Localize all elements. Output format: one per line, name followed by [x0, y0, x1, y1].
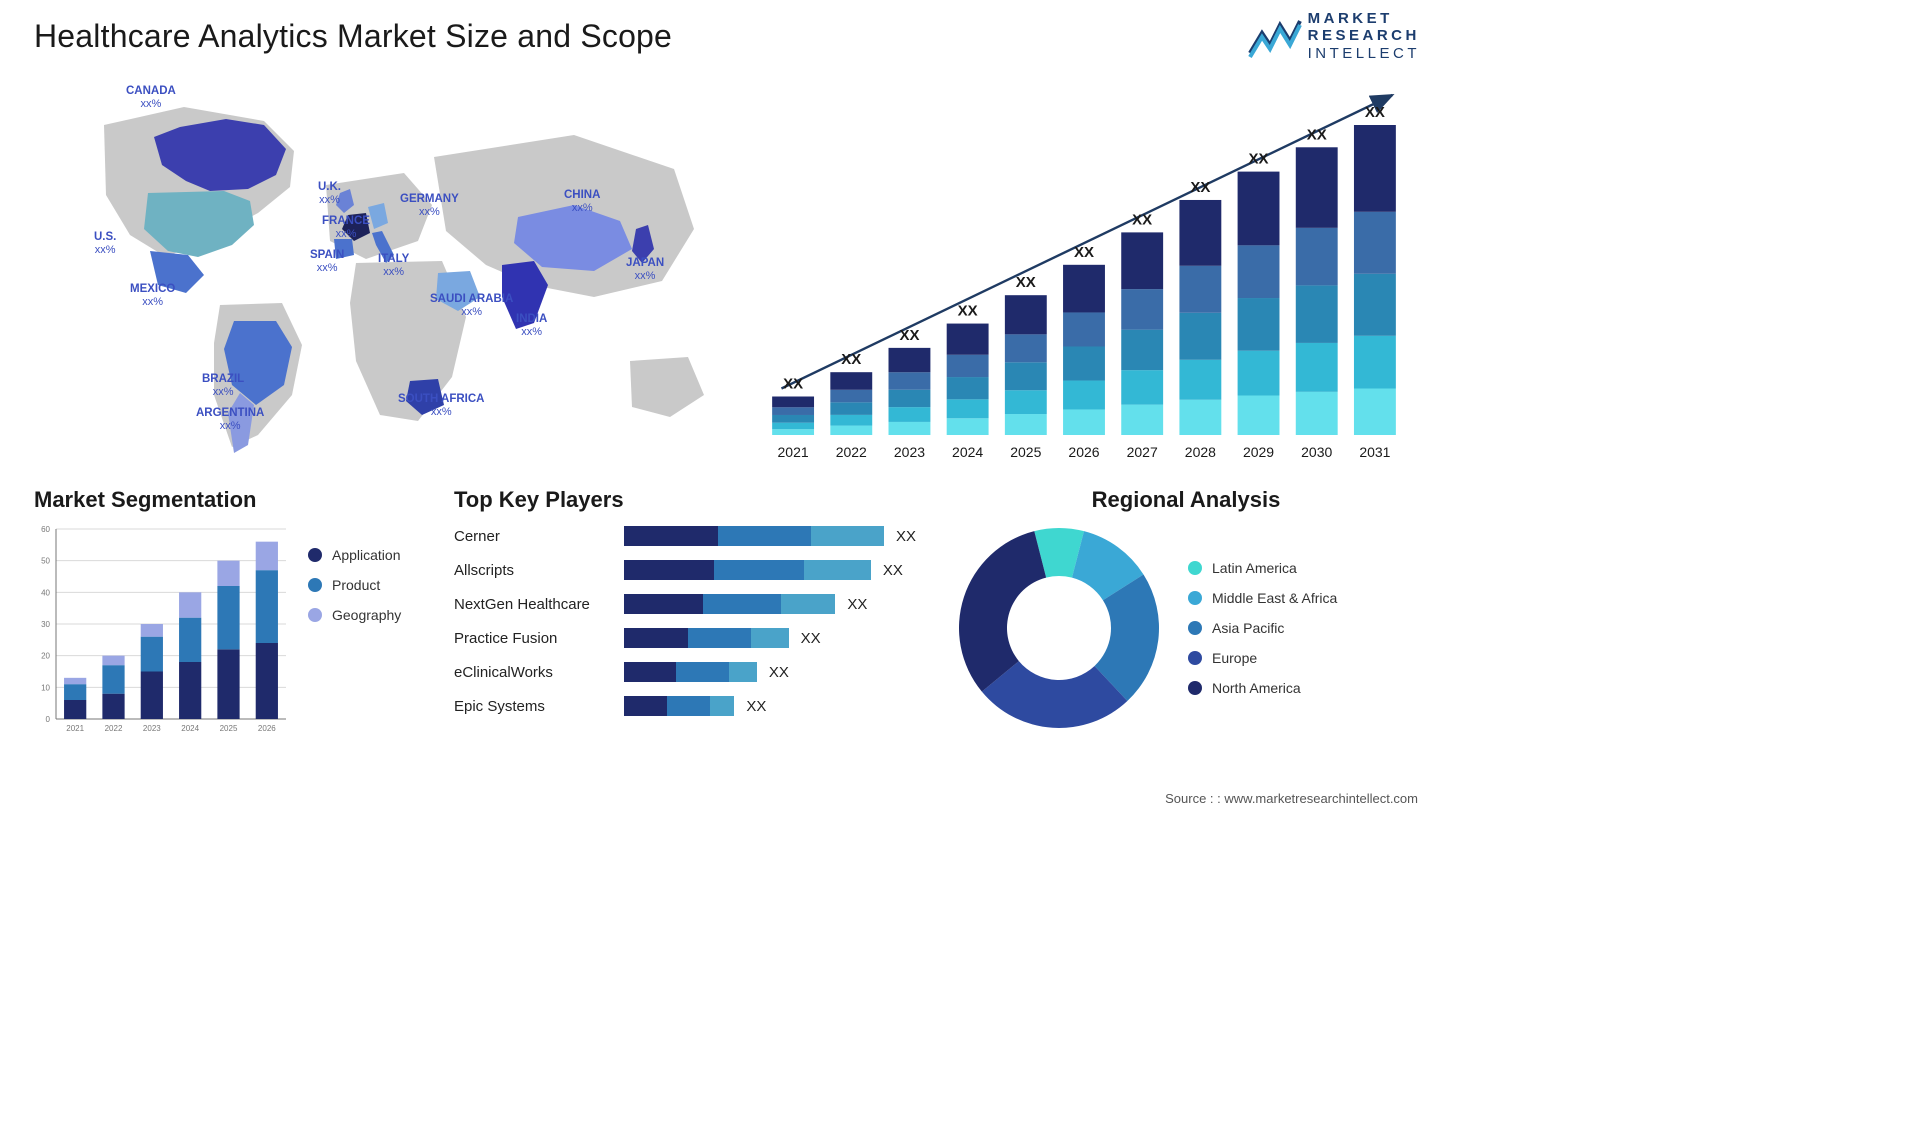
segmentation-chart: 0 10 20 30 40 50 60 2021 2022 2023 2024 2025 2026	[34, 523, 294, 743]
regional-donut	[954, 523, 1164, 733]
svg-text:2029: 2029	[1243, 444, 1274, 460]
brand-logo: MARKET RESEARCH INTELLECT	[1248, 10, 1420, 62]
regional-legend-item: Europe	[1188, 650, 1337, 666]
map-label-canada: CANADAxx%	[126, 85, 176, 110]
page-title: Healthcare Analytics Market Size and Sco…	[34, 18, 1418, 55]
player-row: Allscripts XX	[454, 557, 954, 583]
player-bar	[624, 594, 884, 614]
svg-text:2022: 2022	[105, 724, 123, 733]
svg-text:2022: 2022	[836, 444, 867, 460]
player-bar	[624, 662, 884, 682]
player-name: NextGen Healthcare	[454, 596, 624, 613]
map-label-argentina: ARGENTINAxx%	[196, 407, 264, 432]
player-value: XX	[883, 562, 903, 579]
player-row: Cerner XX	[454, 523, 954, 549]
svg-text:20: 20	[41, 652, 50, 661]
map-label-germany: GERMANYxx%	[400, 193, 459, 218]
player-row: Epic Systems XX	[454, 693, 954, 719]
map-label-china: CHINAxx%	[564, 189, 600, 214]
map-label-india: INDIAxx%	[516, 313, 547, 338]
svg-text:XX: XX	[1365, 104, 1385, 121]
map-label-italy: ITALYxx%	[378, 253, 409, 278]
svg-text:2026: 2026	[1068, 444, 1099, 460]
market-size-chart: XX 2021 XX 2022 XX 2023 XX 2024 XX 2025 XX 2026 XX 20…	[754, 65, 1418, 465]
svg-text:2025: 2025	[220, 724, 238, 733]
svg-text:XX: XX	[841, 351, 861, 368]
svg-text:XX: XX	[899, 327, 919, 344]
map-label-u-s-: U.S.xx%	[94, 231, 116, 256]
svg-text:2026: 2026	[258, 724, 276, 733]
svg-text:2024: 2024	[181, 724, 199, 733]
player-name: Cerner	[454, 528, 624, 545]
svg-text:XX: XX	[1132, 211, 1152, 228]
segmentation-legend: Application Product Geography	[308, 547, 401, 743]
map-label-france: FRANCExx%	[322, 215, 370, 240]
svg-text:XX: XX	[1074, 244, 1094, 261]
logo-mark-icon	[1248, 11, 1302, 61]
regional-legend-item: Latin America	[1188, 560, 1337, 576]
logo-line3: INTELLECT	[1308, 45, 1420, 62]
players-list: Cerner XX Allscripts XX NextGen Healthcare XX…	[454, 523, 954, 719]
svg-text:10: 10	[41, 683, 50, 692]
svg-text:2028: 2028	[1185, 444, 1216, 460]
player-row: Practice Fusion XX	[454, 625, 954, 651]
segmentation-title: Market Segmentation	[34, 487, 454, 513]
svg-text:60: 60	[41, 525, 50, 534]
svg-text:XX: XX	[783, 376, 803, 393]
svg-text:2030: 2030	[1301, 444, 1332, 460]
regional-legend-item: Middle East & Africa	[1188, 590, 1337, 606]
logo-line1: MARKET	[1308, 10, 1420, 27]
svg-text:2023: 2023	[894, 444, 925, 460]
player-value: XX	[801, 630, 821, 647]
regional-legend-item: Asia Pacific	[1188, 620, 1337, 636]
player-value: XX	[847, 596, 867, 613]
regional-title: Regional Analysis	[954, 487, 1418, 513]
map-label-south-africa: SOUTH AFRICAxx%	[398, 393, 484, 418]
player-row: NextGen Healthcare XX	[454, 591, 954, 617]
svg-text:2025: 2025	[1010, 444, 1041, 460]
player-name: Epic Systems	[454, 698, 624, 715]
svg-text:2023: 2023	[143, 724, 161, 733]
source-label: Source : : www.marketresearchintellect.c…	[1165, 791, 1418, 806]
svg-text:2021: 2021	[778, 444, 809, 460]
svg-text:2021: 2021	[66, 724, 84, 733]
logo-line2: RESEARCH	[1308, 27, 1420, 44]
svg-text:0: 0	[46, 715, 51, 724]
svg-text:50: 50	[41, 557, 50, 566]
svg-text:XX: XX	[1016, 274, 1036, 291]
player-bar	[624, 526, 884, 546]
map-label-brazil: BRAZILxx%	[202, 373, 244, 398]
svg-text:XX: XX	[958, 303, 978, 320]
svg-text:30: 30	[41, 620, 50, 629]
seg-legend-item: Product	[308, 577, 401, 593]
player-name: Practice Fusion	[454, 630, 624, 647]
svg-text:2027: 2027	[1127, 444, 1158, 460]
svg-text:XX: XX	[1249, 151, 1269, 168]
map-label-u-k-: U.K.xx%	[318, 181, 341, 206]
player-row: eClinicalWorks XX	[454, 659, 954, 685]
player-bar	[624, 628, 884, 648]
player-name: eClinicalWorks	[454, 664, 624, 681]
map-label-mexico: MEXICOxx%	[130, 283, 175, 308]
player-bar	[624, 560, 884, 580]
seg-legend-item: Geography	[308, 607, 401, 623]
svg-text:2031: 2031	[1359, 444, 1390, 460]
player-value: XX	[896, 528, 916, 545]
svg-text:40: 40	[41, 588, 50, 597]
svg-text:XX: XX	[1190, 179, 1210, 196]
player-value: XX	[769, 664, 789, 681]
players-title: Top Key Players	[454, 487, 954, 513]
svg-text:2024: 2024	[952, 444, 983, 460]
map-label-spain: SPAINxx%	[310, 249, 344, 274]
svg-text:XX: XX	[1307, 126, 1327, 143]
regional-legend-item: North America	[1188, 680, 1337, 696]
map-label-saudi-arabia: SAUDI ARABIAxx%	[430, 293, 513, 318]
world-map: CANADAxx% U.S.xx% MEXICOxx% BRAZILxx% ARGENT…	[34, 65, 754, 465]
map-label-japan: JAPANxx%	[626, 257, 664, 282]
player-name: Allscripts	[454, 562, 624, 579]
player-value: XX	[746, 698, 766, 715]
regional-legend: Latin America Middle East & Africa Asia Pa…	[1188, 560, 1337, 696]
seg-legend-item: Application	[308, 547, 401, 563]
